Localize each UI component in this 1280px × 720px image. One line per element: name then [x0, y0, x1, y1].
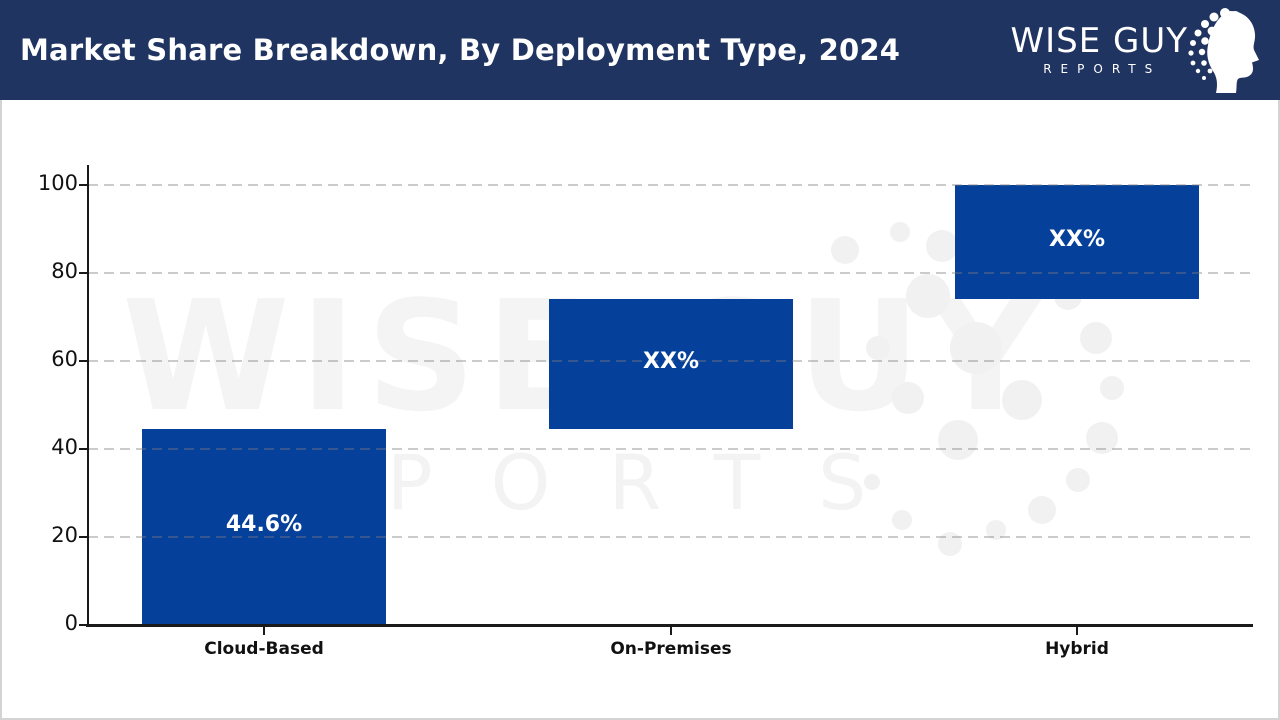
x-tickmark — [670, 627, 672, 635]
x-axis-category-label: Cloud-Based — [204, 639, 324, 659]
y-tickmark — [79, 184, 87, 186]
x-axis-spine — [86, 624, 1253, 627]
y-tickmark — [79, 448, 87, 450]
frame-border-bottom — [0, 718, 1280, 720]
y-tickmark — [79, 272, 87, 274]
watermark-dot — [926, 230, 958, 262]
y-axis-spine — [87, 165, 89, 627]
x-tickmark — [263, 627, 265, 635]
header: Market Share Breakdown, By Deployment Ty… — [0, 0, 1280, 100]
watermark-dot — [864, 474, 880, 490]
watermark-dot — [1002, 380, 1042, 420]
x-tickmark — [1076, 627, 1078, 635]
bar-value-label: XX% — [1049, 226, 1105, 252]
y-axis-tick-label: 20 — [51, 523, 78, 547]
chart-title: Market Share Breakdown, By Deployment Ty… — [20, 33, 901, 67]
y-tickmark — [79, 536, 87, 538]
gridline-100 — [88, 184, 1253, 186]
watermark-dot — [1066, 468, 1090, 492]
watermark-dot — [1086, 422, 1118, 454]
gridline-80 — [88, 272, 1253, 274]
frame-border-right — [1278, 100, 1280, 720]
logo-head-dots-icon — [1188, 8, 1259, 93]
y-axis-tick-label: 100 — [37, 171, 78, 195]
x-axis-category-label: Hybrid — [1045, 639, 1109, 659]
gridline-60 — [88, 360, 1253, 362]
y-axis-tick-label: 80 — [51, 259, 78, 283]
x-axis-category-label: On-Premises — [610, 639, 732, 659]
watermark-dot — [950, 322, 1002, 374]
watermark-dot — [906, 274, 950, 318]
gridline-20 — [88, 536, 1253, 538]
brand-logo: WISE GUY REPORTS — [1010, 7, 1262, 93]
watermark-dot — [938, 420, 978, 460]
logo-text: WISE GUY REPORTS — [1010, 24, 1188, 76]
frame-border-left — [0, 100, 2, 720]
watermark-dot — [892, 510, 912, 530]
bar-on-premises — [549, 298, 793, 429]
watermark-dot — [1100, 376, 1124, 400]
bar-hybrid — [955, 185, 1199, 299]
bar-value-label: XX% — [643, 348, 699, 374]
bar-cloud-based — [142, 428, 386, 625]
y-axis-tick-label: 60 — [51, 347, 78, 371]
watermark-dot — [892, 382, 924, 414]
watermark-dot — [938, 532, 962, 556]
bar-value-label: 44.6% — [225, 511, 303, 537]
watermark-dot — [1028, 496, 1056, 524]
logo-wordmark: WISE GUY — [1010, 21, 1188, 61]
watermark-dot — [986, 520, 1006, 540]
watermark-dot — [831, 236, 859, 264]
watermark-dot — [866, 336, 890, 360]
y-tickmark — [79, 624, 87, 626]
y-axis-tick-label: 0 — [64, 611, 78, 635]
y-axis-tick-label: 40 — [51, 435, 78, 459]
y-tickmark — [79, 360, 87, 362]
logo-subtitle: REPORTS — [1043, 62, 1162, 76]
gridline-40 — [88, 448, 1253, 450]
watermark-dot — [890, 222, 910, 242]
watermark-dot — [1080, 322, 1112, 354]
